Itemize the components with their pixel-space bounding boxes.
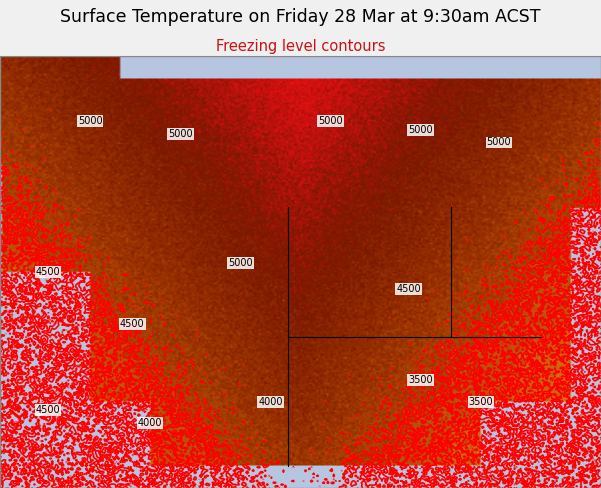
Text: 3500: 3500: [409, 375, 433, 385]
Text: 4500: 4500: [120, 319, 144, 329]
Text: 5000: 5000: [228, 259, 252, 268]
Text: 4500: 4500: [36, 267, 60, 277]
Text: 5000: 5000: [319, 116, 343, 126]
Text: 4500: 4500: [36, 405, 60, 415]
Text: 3500: 3500: [469, 397, 493, 407]
Text: 5000: 5000: [409, 124, 433, 135]
Text: Freezing level contours: Freezing level contours: [216, 39, 385, 54]
Text: 5000: 5000: [78, 116, 102, 126]
Text: 5000: 5000: [487, 138, 511, 147]
Text: 4000: 4000: [258, 397, 282, 407]
Text: 4000: 4000: [138, 418, 162, 428]
Text: 4500: 4500: [397, 285, 421, 294]
Text: 5000: 5000: [168, 129, 192, 139]
Text: Surface Temperature on Friday 28 Mar at 9:30am ACST: Surface Temperature on Friday 28 Mar at …: [60, 8, 541, 26]
